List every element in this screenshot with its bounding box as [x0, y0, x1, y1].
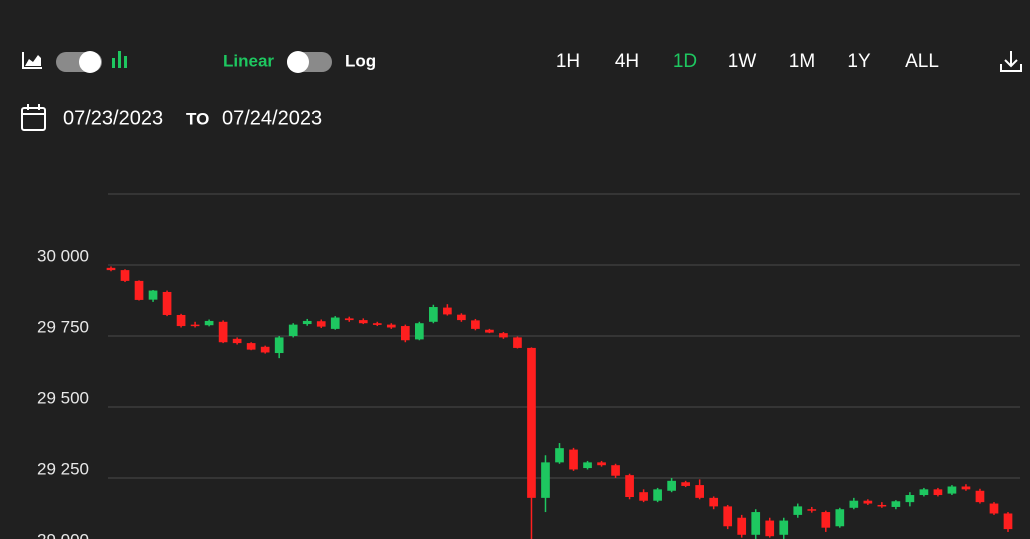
candle-body — [583, 462, 592, 469]
candle-body — [457, 314, 466, 321]
candle-body — [849, 500, 859, 508]
range-button[interactable]: 4H — [615, 51, 639, 72]
candle-body — [891, 501, 901, 507]
candle-body — [316, 321, 326, 327]
candle-body — [190, 324, 200, 327]
y-tick-label: 29 000 — [37, 530, 89, 539]
date-to[interactable]: 07/24/2023 — [222, 107, 322, 129]
y-tick-label: 29 500 — [37, 388, 89, 407]
candle-body — [681, 482, 690, 486]
candle-body — [933, 489, 943, 496]
candle-body — [835, 509, 845, 527]
range-button[interactable]: 1Y — [847, 51, 871, 72]
candle-body — [204, 320, 214, 326]
candle-body — [372, 323, 382, 325]
candle-body — [653, 489, 662, 501]
candle-body — [709, 497, 719, 507]
log-scale-label[interactable]: Log — [345, 51, 376, 70]
candle-body — [877, 504, 887, 507]
range-button[interactable]: 1D — [673, 51, 697, 72]
candle-body — [625, 475, 634, 498]
candle-body — [597, 462, 606, 466]
candle-body — [905, 495, 915, 503]
candle-body — [639, 492, 648, 501]
candle-body — [723, 506, 733, 527]
candle-chart-icon[interactable] — [112, 51, 127, 68]
plot: 29 000 29 250 29 500 29 750 30 000 — [37, 193, 1020, 539]
candle-body — [989, 503, 999, 514]
candle-body — [513, 337, 522, 348]
range-button[interactable]: ALL — [905, 51, 939, 72]
date-from[interactable]: 07/23/2023 — [63, 107, 163, 129]
y-tick-label: 30 000 — [37, 246, 89, 265]
candle-body — [793, 506, 803, 515]
area-chart-icon[interactable] — [22, 52, 42, 69]
scale-toggle[interactable] — [287, 51, 332, 73]
candle-body — [344, 318, 354, 321]
calendar-icon[interactable] — [21, 104, 46, 131]
candle-body — [541, 462, 550, 498]
candle-body — [260, 346, 270, 353]
date-separator: TO — [186, 109, 209, 128]
candle-body — [414, 323, 424, 340]
candle-body — [274, 337, 284, 354]
candle-body — [443, 307, 452, 315]
candle-body — [555, 448, 564, 463]
candle-body — [218, 321, 228, 343]
candle-body — [288, 324, 298, 336]
candle-body — [667, 480, 676, 491]
candle-body — [134, 280, 144, 300]
candle-body — [471, 320, 480, 329]
candle-body — [499, 333, 508, 338]
candle-body — [106, 267, 116, 271]
candle-body — [386, 324, 396, 328]
candle-body — [751, 512, 761, 535]
candle-body — [148, 290, 158, 300]
candle-body — [330, 317, 340, 329]
chart-type-toggle[interactable] — [56, 51, 102, 73]
candle-body — [961, 486, 971, 490]
linear-scale-label[interactable]: Linear — [223, 51, 274, 70]
candle-body — [232, 338, 242, 344]
candle-body — [807, 509, 817, 511]
range-buttons: 1H 4H 1D 1W 1M 1Y ALL — [556, 51, 939, 72]
candle-body — [737, 517, 747, 535]
y-tick-label: 29 750 — [37, 317, 89, 336]
candle-body — [611, 465, 620, 476]
candle-body — [975, 490, 985, 503]
candle-body — [947, 486, 957, 494]
candle-body — [695, 485, 705, 498]
candle-body — [1003, 513, 1013, 530]
candle-body — [779, 520, 789, 535]
candle-body — [246, 343, 256, 350]
candle-body — [400, 326, 410, 341]
candle-body — [485, 329, 494, 333]
y-tick-label: 29 250 — [37, 459, 89, 478]
range-button[interactable]: 1W — [728, 51, 757, 72]
candle-body — [358, 320, 368, 324]
candle-body — [176, 314, 186, 327]
candle-body — [863, 500, 873, 504]
candle-body — [821, 512, 831, 528]
candle-body — [765, 520, 775, 537]
range-button[interactable]: 1M — [789, 51, 815, 72]
candle-body — [527, 347, 536, 498]
candle-body — [302, 320, 312, 325]
candle-body — [162, 291, 172, 315]
range-button[interactable]: 1H — [556, 51, 580, 72]
candle-body — [919, 489, 929, 496]
candle-body — [120, 270, 130, 281]
candle-body — [569, 449, 578, 470]
download-icon[interactable] — [1000, 51, 1022, 72]
candle-body — [429, 307, 438, 322]
